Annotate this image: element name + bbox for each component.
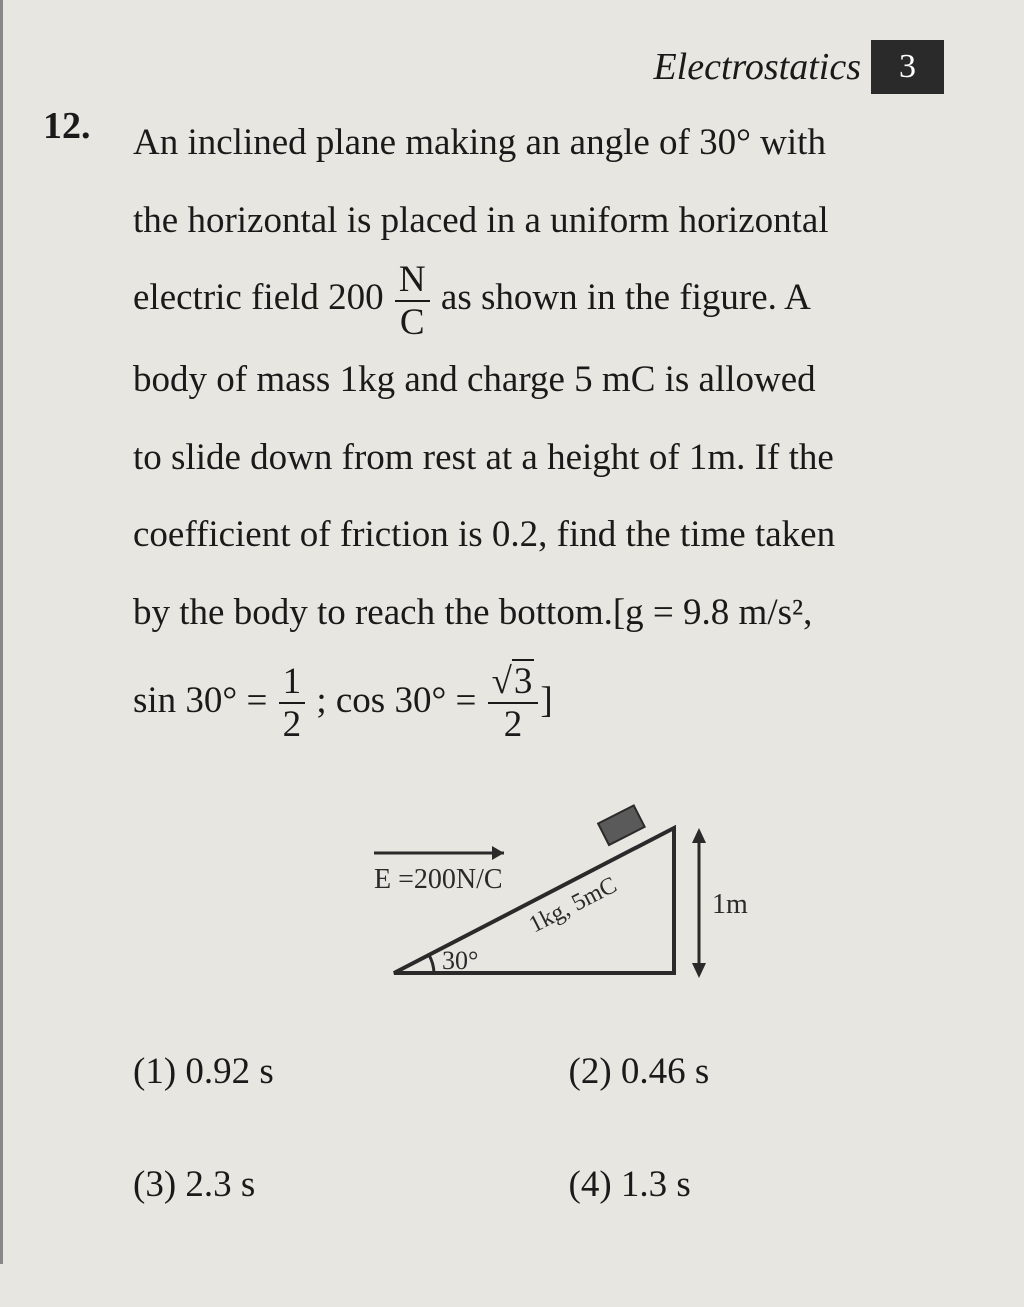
- cos-radicand: 3: [512, 659, 535, 702]
- fraction-nc: N C: [395, 261, 430, 341]
- answer-options: (1) 0.92 s (2) 0.46 s (3) 2.3 s (4) 1.3 …: [133, 1033, 974, 1223]
- question-block: 12. An inclined plane making an angle of…: [43, 104, 974, 1224]
- cos-num: 3: [488, 663, 539, 704]
- option-1: (1) 0.92 s: [133, 1033, 539, 1111]
- angle-label: 30°: [442, 946, 478, 975]
- q-text-3b: as shown in the figure. A: [441, 277, 811, 318]
- block-group: [598, 806, 645, 846]
- frac-cos: 3 2: [488, 663, 539, 743]
- option-3: (3) 2.3 s: [133, 1146, 539, 1224]
- frac-num: N: [395, 261, 430, 302]
- q-line-1: An inclined plane making an angle of 30°…: [133, 104, 974, 182]
- sin-den: 2: [279, 704, 306, 743]
- chapter-title: Electrostatics: [653, 45, 861, 89]
- incline-diagram: E =200N/C 30° 1kg, 5mC 1m: [304, 773, 804, 1003]
- frac-sin: 1 2: [279, 663, 306, 743]
- height-arrow-up: [692, 828, 706, 843]
- cos-label: cos 30° =: [336, 680, 486, 721]
- chapter-header: Electrostatics 3: [43, 40, 944, 94]
- option-4: (4) 1.3 s: [569, 1146, 975, 1224]
- trig-values: sin 30° = 1 2 ; cos 30° = 3 2 ]: [133, 662, 974, 744]
- question-number: 12.: [43, 104, 113, 148]
- block-rect: [598, 806, 645, 846]
- frac-den: C: [395, 302, 430, 341]
- sqrt-icon: 3: [492, 663, 535, 700]
- math-sep: ;: [307, 680, 336, 721]
- triangle-outline: [394, 828, 674, 973]
- sin-label: sin 30° =: [133, 680, 277, 721]
- q-line-2: the horizontal is placed in a uniform ho…: [133, 182, 974, 260]
- e-field-label: E =200N/C: [374, 864, 503, 895]
- q-line-4: body of mass 1kg and charge 5 mC is allo…: [133, 341, 974, 419]
- cos-den: 2: [488, 704, 539, 743]
- q-line-3: electric field 200 N C as shown in the f…: [133, 259, 974, 341]
- diagram-container: E =200N/C 30° 1kg, 5mC 1m: [133, 773, 974, 1003]
- page-number-badge: 3: [871, 40, 944, 94]
- q-line-5: to slide down from rest at a height of 1…: [133, 419, 974, 497]
- option-2: (2) 0.46 s: [569, 1033, 975, 1111]
- q-line-7: by the body to reach the bottom.[g = 9.8…: [133, 574, 974, 652]
- math-close: ]: [540, 680, 552, 721]
- height-label: 1m: [712, 889, 748, 920]
- angle-arc: [429, 955, 434, 973]
- page: Electrostatics 3 12. An inclined plane m…: [0, 0, 1024, 1264]
- q-line-6: coefficient of friction is 0.2, find the…: [133, 496, 974, 574]
- e-arrow-head: [492, 846, 504, 860]
- q-text-3a: electric field 200: [133, 277, 384, 318]
- question-body: An inclined plane making an angle of 30°…: [133, 104, 974, 1224]
- height-arrow-down: [692, 963, 706, 978]
- sin-num: 1: [279, 663, 306, 704]
